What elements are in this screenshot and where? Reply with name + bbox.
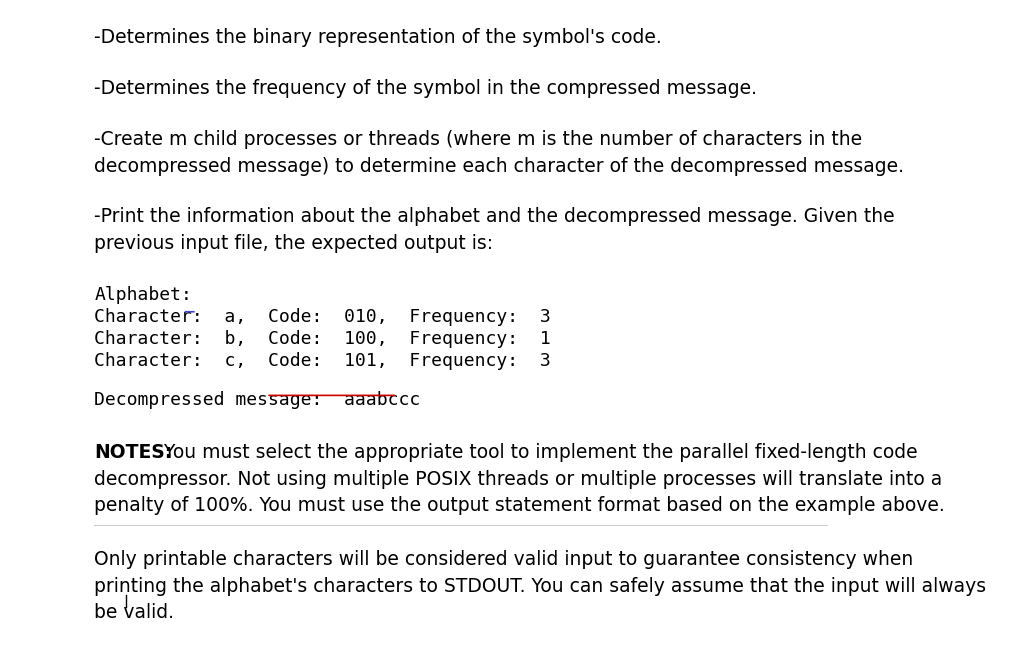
Text: printing the alphabet's characters to STDOUT. You can safely assume that the inp: printing the alphabet's characters to ST… [94,577,986,595]
Text: -Determines the frequency of the symbol in the compressed message.: -Determines the frequency of the symbol … [94,79,758,98]
Text: be valid.: be valid. [94,603,174,622]
Text: Character:  c,  Code:  101,  Frequency:  3: Character: c, Code: 101, Frequency: 3 [94,352,551,370]
Text: -Create m child processes or threads (where m is the number of characters in the: -Create m child processes or threads (wh… [94,130,862,149]
Text: Only printable characters will be considered valid input to guarantee consistenc: Only printable characters will be consid… [94,550,913,569]
Text: NOTES:: NOTES: [94,443,173,462]
Text: You must select the appropriate tool to implement the parallel fixed-length code: You must select the appropriate tool to … [158,443,918,462]
Text: Alphabet:: Alphabet: [94,286,193,304]
Text: Decompressed message:  aaabccc: Decompressed message: aaabccc [94,391,421,409]
Text: previous input file, the expected output is:: previous input file, the expected output… [94,234,494,253]
Text: Character:  b,  Code:  100,  Frequency:  1: Character: b, Code: 100, Frequency: 1 [94,330,551,348]
Text: penalty of 100%. You must use the output statement format based on the example a: penalty of 100%. You must use the output… [94,496,945,515]
Text: -Print the information about the alphabet and the decompressed message. Given th: -Print the information about the alphabe… [94,207,895,226]
Text: -Determines the binary representation of the symbol's code.: -Determines the binary representation of… [94,28,663,47]
Text: Character:  a,  Code:  010,  Frequency:  3: Character: a, Code: 010, Frequency: 3 [94,308,551,326]
Text: decompressed message) to determine each character of the decompressed message.: decompressed message) to determine each … [94,157,904,175]
Text: decompressor. Not using multiple POSIX threads or multiple processes will transl: decompressor. Not using multiple POSIX t… [94,470,943,488]
